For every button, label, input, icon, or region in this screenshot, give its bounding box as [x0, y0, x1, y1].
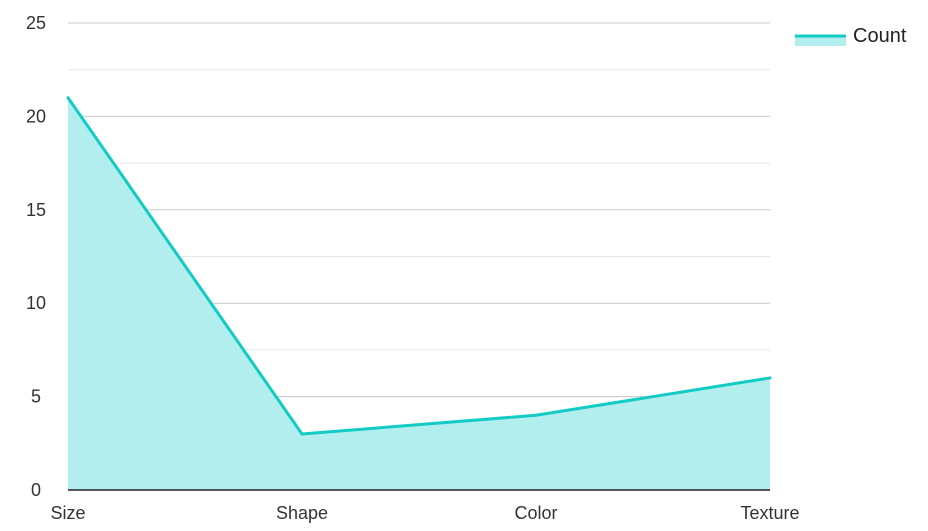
data-point-texture — [769, 376, 772, 379]
legend-label-count: Count — [853, 25, 907, 47]
y-tick-label: 20 — [26, 106, 46, 126]
x-axis-ticks: Size Shape Color Texture — [50, 503, 799, 523]
y-tick-label: 10 — [26, 293, 46, 313]
y-axis-ticks: 0 5 10 15 20 25 — [26, 13, 46, 500]
series-area-count — [68, 98, 770, 490]
x-tick-label: Shape — [276, 503, 328, 523]
x-tick-label: Size — [50, 503, 85, 523]
y-tick-label: 25 — [26, 13, 46, 33]
y-tick-label: 15 — [26, 200, 46, 220]
data-point-size — [67, 96, 70, 99]
y-tick-label: 0 — [31, 480, 41, 500]
legend[interactable]: Count — [795, 25, 907, 47]
data-point-color — [535, 414, 538, 417]
x-tick-label: Texture — [740, 503, 799, 523]
data-point-shape — [301, 432, 304, 435]
y-tick-label: 5 — [31, 387, 41, 407]
x-tick-label: Color — [514, 503, 557, 523]
